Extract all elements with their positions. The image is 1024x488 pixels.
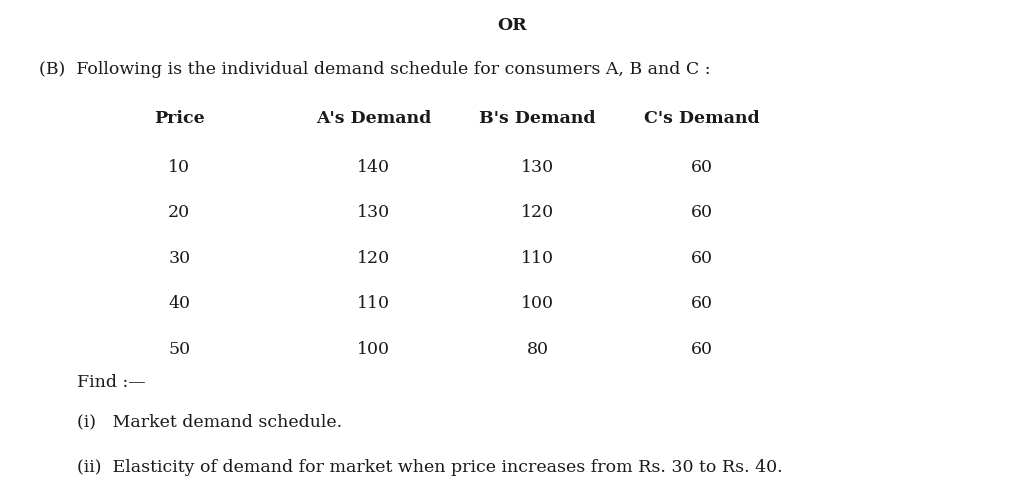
Text: 60: 60 — [690, 249, 713, 266]
Text: 130: 130 — [521, 159, 554, 176]
Text: 20: 20 — [168, 204, 190, 221]
Text: C's Demand: C's Demand — [644, 110, 759, 127]
Text: 60: 60 — [690, 159, 713, 176]
Text: B's Demand: B's Demand — [479, 110, 596, 127]
Text: 120: 120 — [521, 204, 554, 221]
Text: (i)   Market demand schedule.: (i) Market demand schedule. — [77, 412, 342, 429]
Text: 60: 60 — [690, 295, 713, 312]
Text: 80: 80 — [526, 340, 549, 357]
Text: Price: Price — [154, 110, 205, 127]
Text: 10: 10 — [168, 159, 190, 176]
Text: A's Demand: A's Demand — [316, 110, 431, 127]
Text: 40: 40 — [168, 295, 190, 312]
Text: 30: 30 — [168, 249, 190, 266]
Text: 100: 100 — [521, 295, 554, 312]
Text: 120: 120 — [357, 249, 390, 266]
Text: 60: 60 — [690, 204, 713, 221]
Text: 100: 100 — [357, 340, 390, 357]
Text: (ii)  Elasticity of demand for market when price increases from Rs. 30 to Rs. 40: (ii) Elasticity of demand for market whe… — [77, 458, 782, 475]
Text: OR: OR — [498, 17, 526, 34]
Text: 130: 130 — [357, 204, 390, 221]
Text: 50: 50 — [168, 340, 190, 357]
Text: 110: 110 — [357, 295, 390, 312]
Text: Find :—: Find :— — [77, 373, 145, 390]
Text: (B)  Following is the individual demand schedule for consumers A, B and C :: (B) Following is the individual demand s… — [39, 61, 711, 78]
Text: 60: 60 — [690, 340, 713, 357]
Text: 110: 110 — [521, 249, 554, 266]
Text: 140: 140 — [357, 159, 390, 176]
